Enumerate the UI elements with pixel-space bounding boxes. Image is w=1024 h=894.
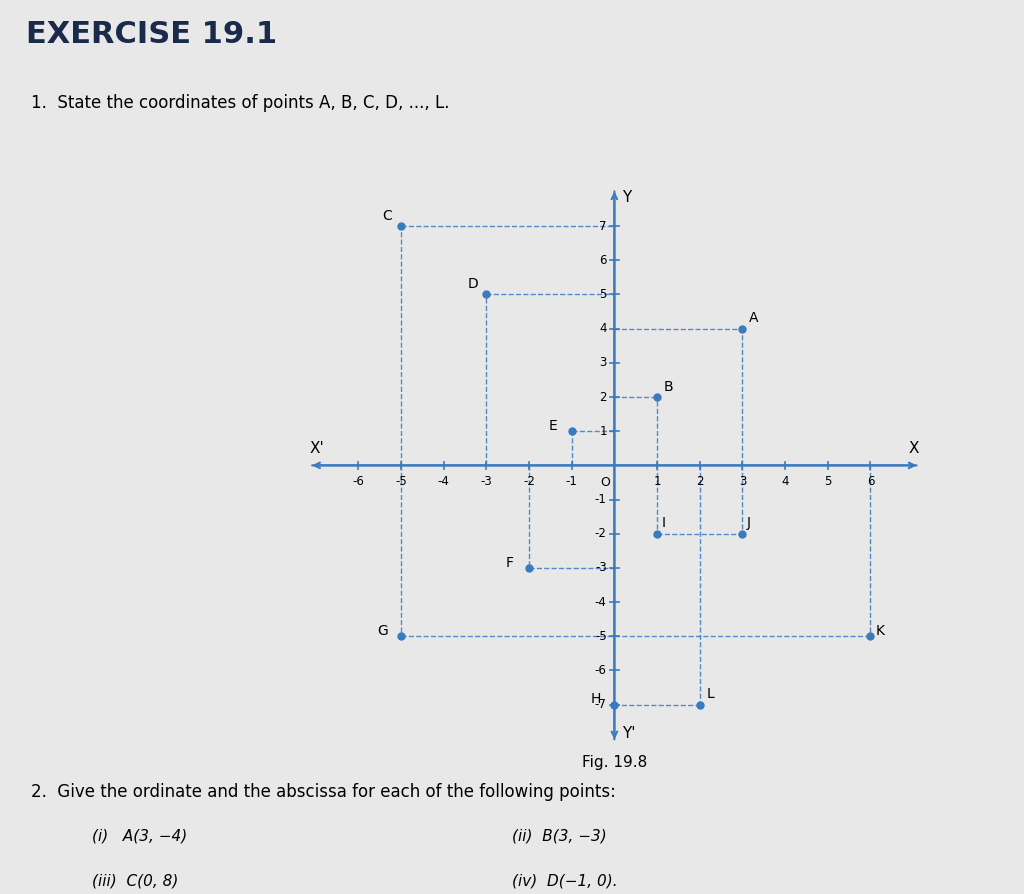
Text: -1: -1 — [595, 493, 606, 506]
Text: J: J — [746, 517, 751, 530]
Text: (i)   A(3, −4): (i) A(3, −4) — [92, 828, 187, 843]
Text: -1: -1 — [566, 475, 578, 488]
Text: 4: 4 — [781, 475, 788, 488]
Text: -5: -5 — [595, 629, 606, 643]
Text: Fig. 19.8: Fig. 19.8 — [582, 755, 647, 770]
Text: -2: -2 — [523, 475, 535, 488]
Text: F: F — [506, 555, 514, 569]
Text: (iv)  D(−1, 0).: (iv) D(−1, 0). — [512, 873, 617, 889]
Text: 5: 5 — [824, 475, 831, 488]
Text: A: A — [749, 311, 759, 325]
Text: 7: 7 — [599, 220, 606, 232]
Text: 3: 3 — [738, 475, 746, 488]
Text: 3: 3 — [599, 357, 606, 369]
Text: (iii)  C(0, 8): (iii) C(0, 8) — [92, 873, 178, 889]
Text: 2: 2 — [696, 475, 703, 488]
Text: E: E — [548, 419, 557, 433]
Text: 2.  Give the ordinate and the abscissa for each of the following points:: 2. Give the ordinate and the abscissa fo… — [31, 783, 615, 801]
Text: 2: 2 — [599, 391, 606, 403]
Text: G: G — [378, 624, 388, 638]
Text: -6: -6 — [352, 475, 365, 488]
Text: EXERCISE 19.1: EXERCISE 19.1 — [26, 21, 276, 49]
Text: -4: -4 — [438, 475, 450, 488]
Text: D: D — [467, 277, 478, 291]
Text: L: L — [707, 687, 714, 701]
Text: -7: -7 — [595, 698, 606, 711]
Text: -5: -5 — [395, 475, 407, 488]
Text: X': X' — [309, 441, 324, 456]
Text: 6: 6 — [599, 254, 606, 266]
Text: -2: -2 — [595, 527, 606, 540]
Text: 1.  State the coordinates of points A, B, C, D, ..., L.: 1. State the coordinates of points A, B,… — [31, 95, 450, 113]
Text: 1: 1 — [599, 425, 606, 438]
Text: -3: -3 — [480, 475, 493, 488]
Text: -4: -4 — [595, 595, 606, 609]
Text: 4: 4 — [599, 322, 606, 335]
Text: 5: 5 — [599, 288, 606, 301]
Text: Y': Y' — [622, 726, 636, 740]
Text: I: I — [662, 517, 666, 530]
Text: -6: -6 — [595, 664, 606, 677]
Text: 1: 1 — [653, 475, 660, 488]
Text: K: K — [876, 624, 885, 638]
Text: C: C — [382, 208, 391, 223]
Text: O: O — [600, 476, 610, 489]
Text: -3: -3 — [595, 561, 606, 575]
Text: (ii)  B(3, −3): (ii) B(3, −3) — [512, 828, 607, 843]
Text: 6: 6 — [866, 475, 874, 488]
Text: X: X — [909, 441, 920, 456]
Text: H: H — [591, 692, 601, 706]
Text: B: B — [664, 380, 673, 393]
Text: Y: Y — [622, 190, 632, 206]
